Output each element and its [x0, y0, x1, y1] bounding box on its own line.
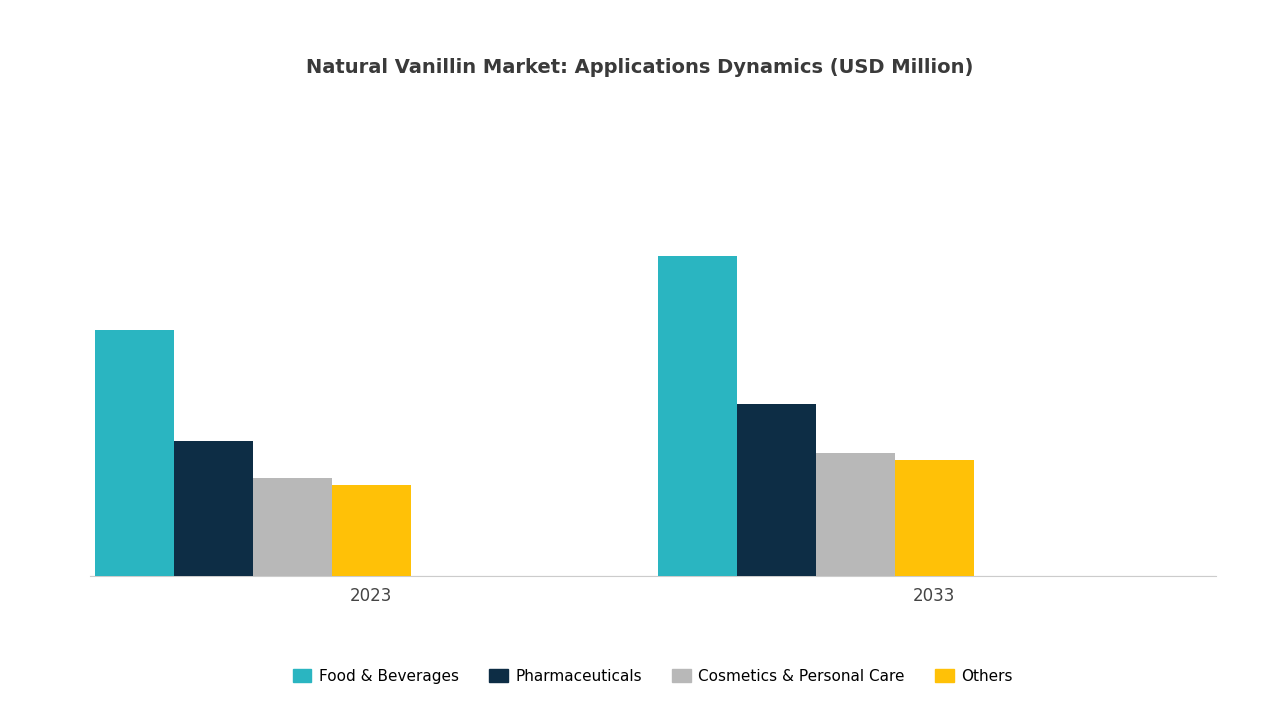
- Bar: [737, 404, 817, 576]
- Bar: [174, 441, 253, 576]
- Bar: [332, 485, 411, 576]
- Bar: [253, 477, 332, 576]
- Bar: [817, 453, 895, 576]
- Bar: [895, 460, 974, 576]
- Bar: [658, 256, 737, 576]
- Bar: [95, 330, 174, 576]
- Text: Natural Vanillin Market: Applications Dynamics (USD Million): Natural Vanillin Market: Applications Dy…: [306, 58, 974, 76]
- Legend: Food & Beverages, Pharmaceuticals, Cosmetics & Personal Care, Others: Food & Beverages, Pharmaceuticals, Cosme…: [285, 662, 1020, 692]
